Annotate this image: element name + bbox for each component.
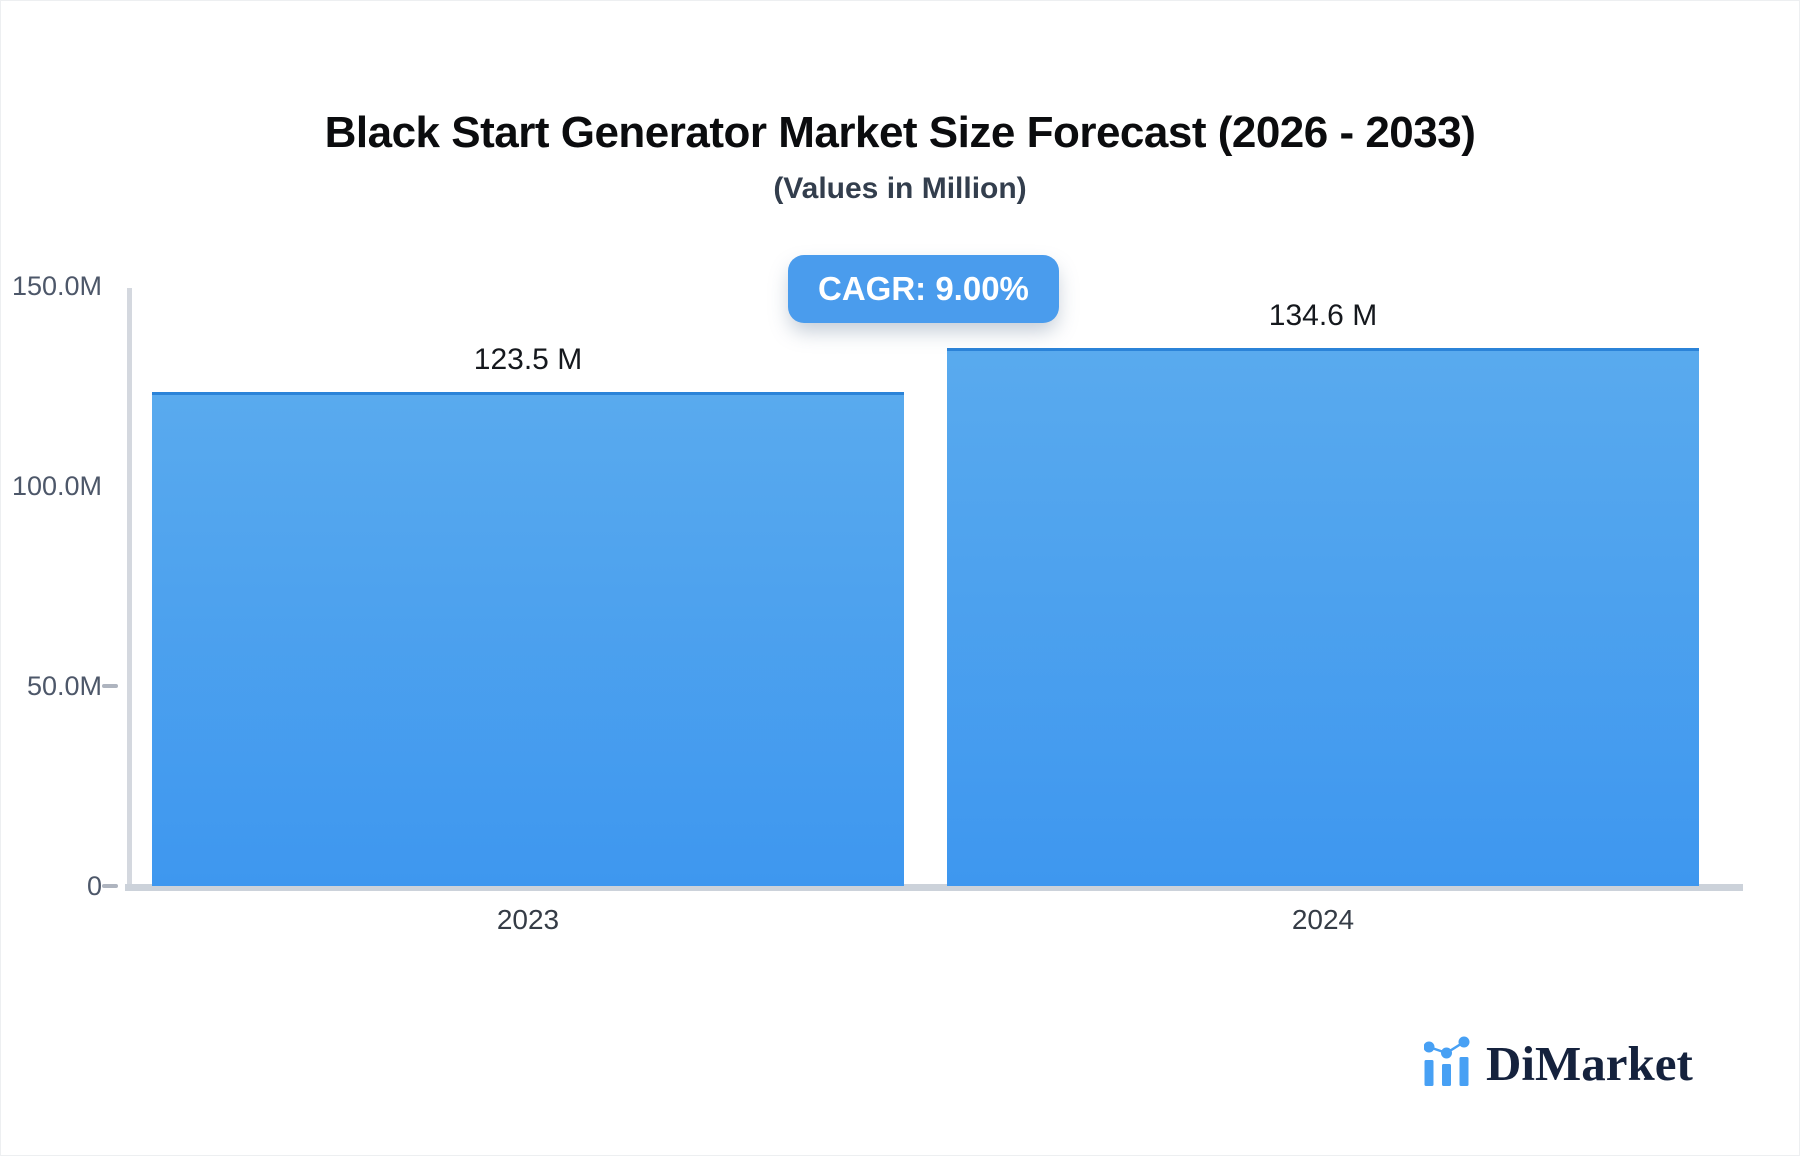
brand-name: DiMarket [1486,1036,1693,1091]
y-axis-line [127,288,132,888]
cagr-badge: CAGR: 9.00% [788,255,1059,323]
bar-value-label: 123.5 M [473,343,583,376]
y-axis-tick-mark [102,684,118,688]
chart-title: Black Start Generator Market Size Foreca… [324,108,1476,157]
mini-bar-line-chart-icon [1423,1030,1470,1093]
y-axis-tick-label: 0 [86,871,102,901]
y-axis-tick-mark [102,884,118,888]
y-axis-tick-label: 50.0M [26,671,102,701]
bar-2024 [947,347,1699,886]
bar-2023 [152,392,904,886]
y-axis-tick-label: 150.0M [11,271,102,301]
y-axis-tick-label: 100.0M [11,471,102,501]
plot-area: 123.5 M 2023 134.6 M 2024 [130,286,1742,935]
brand-logo: DiMarket [1423,1030,1693,1093]
bar-value-label: 134.6 M [1268,298,1378,332]
x-axis-line [125,884,1743,891]
x-axis-category-label: 2023 [496,904,560,935]
x-axis-category-label: 2024 [1291,904,1355,935]
chart-subtitle: (Values in Million) [773,172,1027,205]
